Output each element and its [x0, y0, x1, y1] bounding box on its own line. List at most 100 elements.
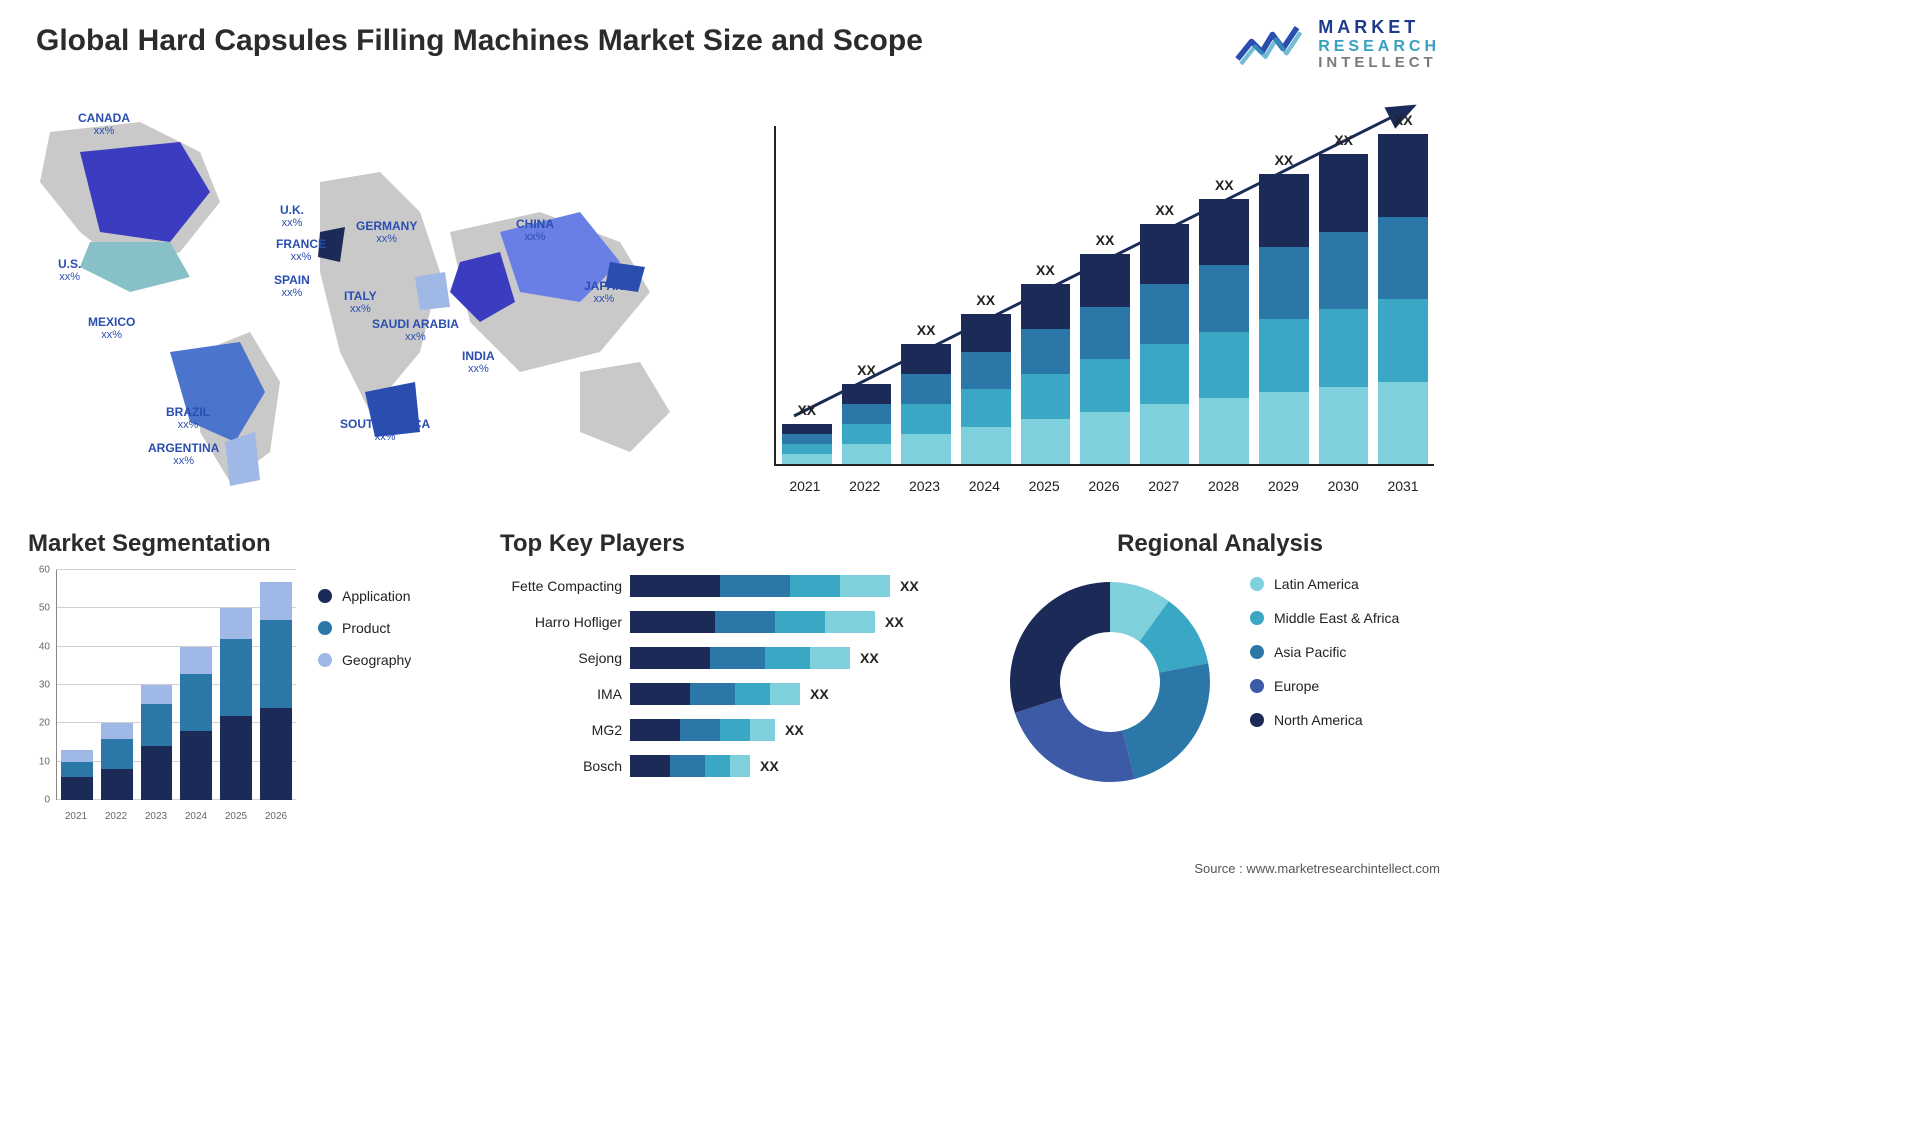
key-player-value: XX: [860, 650, 879, 666]
growth-bar-value: XX: [782, 402, 832, 418]
seg-year-label: 2026: [260, 811, 292, 822]
key-player-bar: [630, 683, 800, 705]
logo-icon: [1234, 19, 1304, 71]
growth-bar-segment: [961, 314, 1011, 352]
key-player-bar-segment: [630, 683, 690, 705]
growth-bar-segment: [1021, 284, 1071, 329]
growth-bar-value: XX: [961, 292, 1011, 308]
market-segmentation-section: Market Segmentation 0102030405060 202120…: [28, 530, 448, 830]
key-players-section: Top Key Players Fette CompactingXXHarro …: [500, 530, 970, 830]
legend-dot-icon: [318, 653, 332, 667]
seg-bar-segment: [180, 731, 212, 800]
key-player-bar-segment: [705, 755, 730, 777]
growth-bar-segment: [961, 389, 1011, 427]
regional-analysis-section: Regional Analysis Latin AmericaMiddle Ea…: [1000, 530, 1440, 830]
seg-bar-segment: [141, 704, 173, 746]
growth-bar: XX: [842, 384, 892, 464]
key-player-bar-segment: [690, 683, 735, 705]
growth-year-label: 2021: [780, 478, 830, 494]
key-player-bar-segment: [730, 755, 750, 777]
growth-bar: XX: [961, 314, 1011, 464]
growth-bar-segment: [782, 424, 832, 434]
growth-bar-segment: [1140, 404, 1190, 464]
seg-ytick-label: 20: [39, 718, 50, 729]
growth-year-label: 2024: [959, 478, 1009, 494]
growth-bar-segment: [961, 352, 1011, 390]
growth-bar-segment: [1140, 284, 1190, 344]
seg-year-label: 2022: [100, 811, 132, 822]
growth-bar-segment: [1021, 374, 1071, 419]
seg-bar: [220, 608, 252, 800]
key-player-bar: [630, 575, 890, 597]
seg-bar-segment: [61, 762, 93, 777]
legend-item: Product: [318, 620, 411, 636]
growth-year-label: 2027: [1139, 478, 1189, 494]
key-player-bar-segment: [735, 683, 770, 705]
key-player-bar-segment: [630, 755, 670, 777]
seg-bar-segment: [260, 582, 292, 620]
seg-bar: [141, 685, 173, 800]
growth-bar-segment: [1319, 232, 1369, 310]
legend-dot-icon: [318, 621, 332, 635]
regional-legend: Latin AmericaMiddle East & AfricaAsia Pa…: [1250, 576, 1399, 746]
growth-bar: XX: [1080, 254, 1130, 464]
key-player-bar: [630, 647, 850, 669]
growth-bar-segment: [1199, 199, 1249, 265]
key-player-name: Harro Hofliger: [500, 614, 630, 630]
legend-dot-icon: [1250, 577, 1264, 591]
key-player-bar: [630, 755, 750, 777]
world-map: CANADAxx%U.S.xx%MEXICOxx%BRAZILxx%ARGENT…: [20, 92, 720, 492]
key-player-row: Harro HofligerXX: [500, 608, 970, 636]
page-title: Global Hard Capsules Filling Machines Ma…: [36, 24, 923, 58]
seg-bar-segment: [220, 639, 252, 716]
seg-ytick-label: 10: [39, 756, 50, 767]
growth-bar-segment: [1378, 217, 1428, 300]
growth-bar-value: XX: [1378, 112, 1428, 128]
growth-bar-segment: [842, 384, 892, 404]
legend-label: North America: [1274, 712, 1363, 728]
growth-bar-value: XX: [1259, 152, 1309, 168]
seg-ytick-label: 0: [44, 795, 50, 806]
growth-bar-segment: [782, 454, 832, 464]
key-player-name: Fette Compacting: [500, 578, 630, 594]
key-player-bar-segment: [630, 575, 720, 597]
key-player-value: XX: [760, 758, 779, 774]
seg-ytick-label: 40: [39, 641, 50, 652]
seg-bar: [180, 647, 212, 800]
growth-bar-segment: [1259, 392, 1309, 465]
key-player-bar-segment: [715, 611, 775, 633]
legend-dot-icon: [318, 589, 332, 603]
key-player-bar-segment: [810, 647, 850, 669]
growth-bar-segment: [1259, 174, 1309, 247]
map-country-label: U.K.xx%: [280, 204, 304, 229]
seg-year-label: 2024: [180, 811, 212, 822]
logo-line2: RESEARCH: [1318, 38, 1440, 56]
growth-year-label: 2029: [1259, 478, 1309, 494]
key-player-bar-segment: [670, 755, 705, 777]
seg-bar-segment: [260, 620, 292, 708]
legend-item: Latin America: [1250, 576, 1399, 592]
growth-year-label: 2026: [1079, 478, 1129, 494]
key-player-bar-segment: [770, 683, 800, 705]
growth-bar-segment: [1319, 154, 1369, 232]
growth-bar-value: XX: [1140, 202, 1190, 218]
legend-label: Asia Pacific: [1274, 644, 1346, 660]
growth-bar-segment: [842, 424, 892, 444]
legend-item: Asia Pacific: [1250, 644, 1399, 660]
map-country-label: GERMANYxx%: [356, 220, 417, 245]
regional-title: Regional Analysis: [1000, 530, 1440, 558]
segmentation-legend: ApplicationProductGeography: [318, 588, 411, 684]
map-country-label: MEXICOxx%: [88, 316, 135, 341]
growth-bar-segment: [1199, 265, 1249, 331]
source-text: Source : www.marketresearchintellect.com: [1194, 861, 1440, 876]
seg-bar-segment: [101, 739, 133, 770]
growth-bar-segment: [961, 427, 1011, 465]
growth-bar: XX: [1021, 284, 1071, 464]
legend-label: Application: [342, 588, 411, 604]
brand-logo: MARKET RESEARCH INTELLECT: [1234, 18, 1440, 72]
donut-slice: [1122, 663, 1210, 779]
legend-dot-icon: [1250, 679, 1264, 693]
donut-slice: [1010, 582, 1110, 713]
growth-year-label: 2030: [1318, 478, 1368, 494]
growth-bar-value: XX: [1319, 132, 1369, 148]
